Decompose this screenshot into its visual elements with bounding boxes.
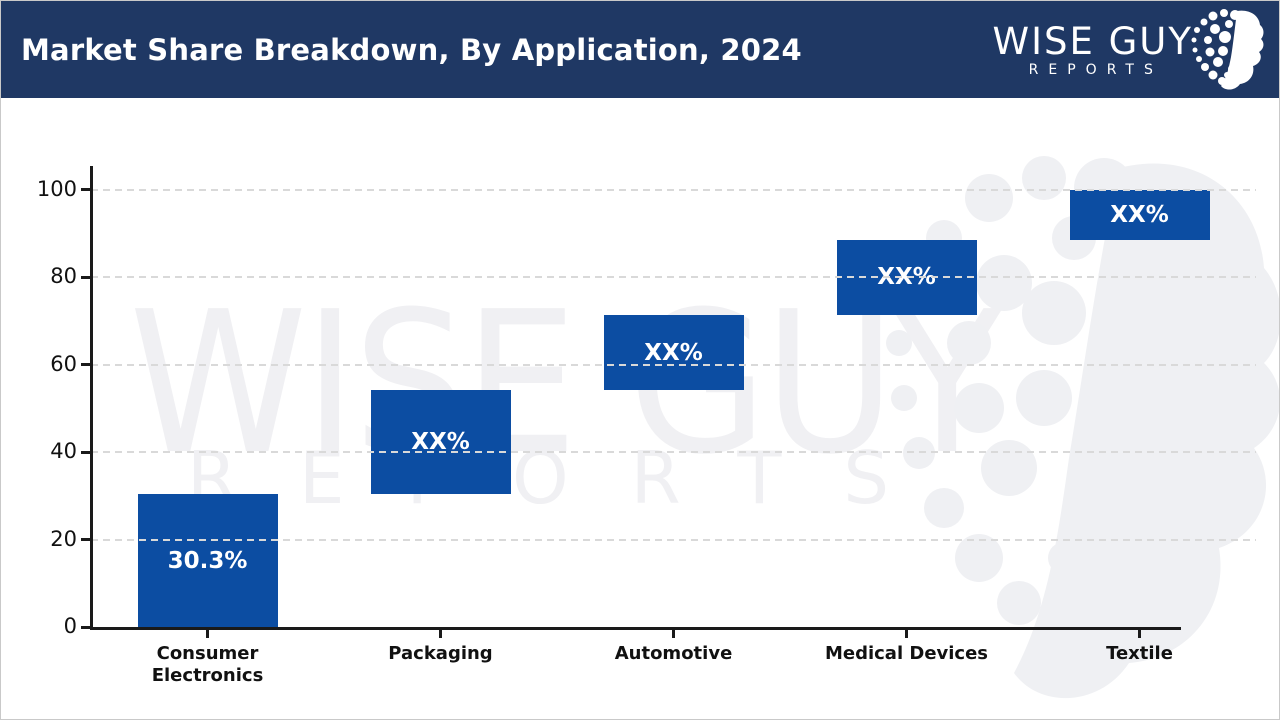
watermark-subtitle: REPORTS [187,436,952,520]
wise-guy-logo: WISE GUY REPORTS [993,7,1265,93]
bar-value-label: XX% [877,264,936,291]
bar-value-label: XX% [411,429,470,456]
x-tick-mark [1138,629,1141,638]
logo-text: WISE GUY REPORTS [993,23,1193,77]
y-tick-mark [81,538,90,541]
y-tick-label: 60 [50,351,77,376]
category-label-1: Consumer Electronics [151,643,264,686]
bar-value-label: XX% [1110,201,1169,228]
y-tick-mark [81,363,90,366]
x-axis-line [90,627,1181,630]
y-tick-label: 20 [50,526,77,551]
logo-subtitle: REPORTS [1028,61,1163,78]
y-tick-label: 100 [36,176,77,201]
bar-medical-devices: XX% [836,239,977,316]
category-label-4: Medical Devices [824,643,989,664]
y-axis-line [90,166,93,629]
bar-value-label: 30.3% [167,547,248,574]
y-tick-label: 80 [50,264,77,288]
category-label-3: Automotive [614,643,733,664]
logo-wordmark: WISE GUY [992,19,1193,63]
category-label-5: Textile [1106,643,1173,664]
bar-consumer-electronics: 30.3% [137,494,278,627]
y-tick-mark [81,625,90,629]
category-label-2: Packaging [388,643,493,664]
header-bar: Market Share Breakdown, By Application, … [1,1,1279,98]
bar-automotive: XX% [603,315,744,391]
gridline-y80 [91,276,1256,278]
y-tick-mark [81,188,90,191]
bar-packaging: XX% [370,390,511,495]
page-title: Market Share Breakdown, By Application, … [21,32,802,67]
y-tick-mark [81,275,90,279]
x-tick-mark [905,629,908,638]
gridline-y40 [91,451,1256,453]
bar-value-label: XX% [644,339,703,366]
bar-textile: XX% [1069,189,1210,240]
y-tick-mark [81,450,90,454]
x-tick-mark [439,629,442,638]
chart-region: WISE GUY REPORTS 0 20 40 60 80 100 30.3% Consum… [1,98,1279,719]
y-tick-label: 40 [50,439,77,463]
dotted-head-icon [1191,8,1264,90]
y-tick-label: 0 [63,614,77,638]
x-tick-mark [672,629,675,638]
x-tick-mark [206,629,209,638]
